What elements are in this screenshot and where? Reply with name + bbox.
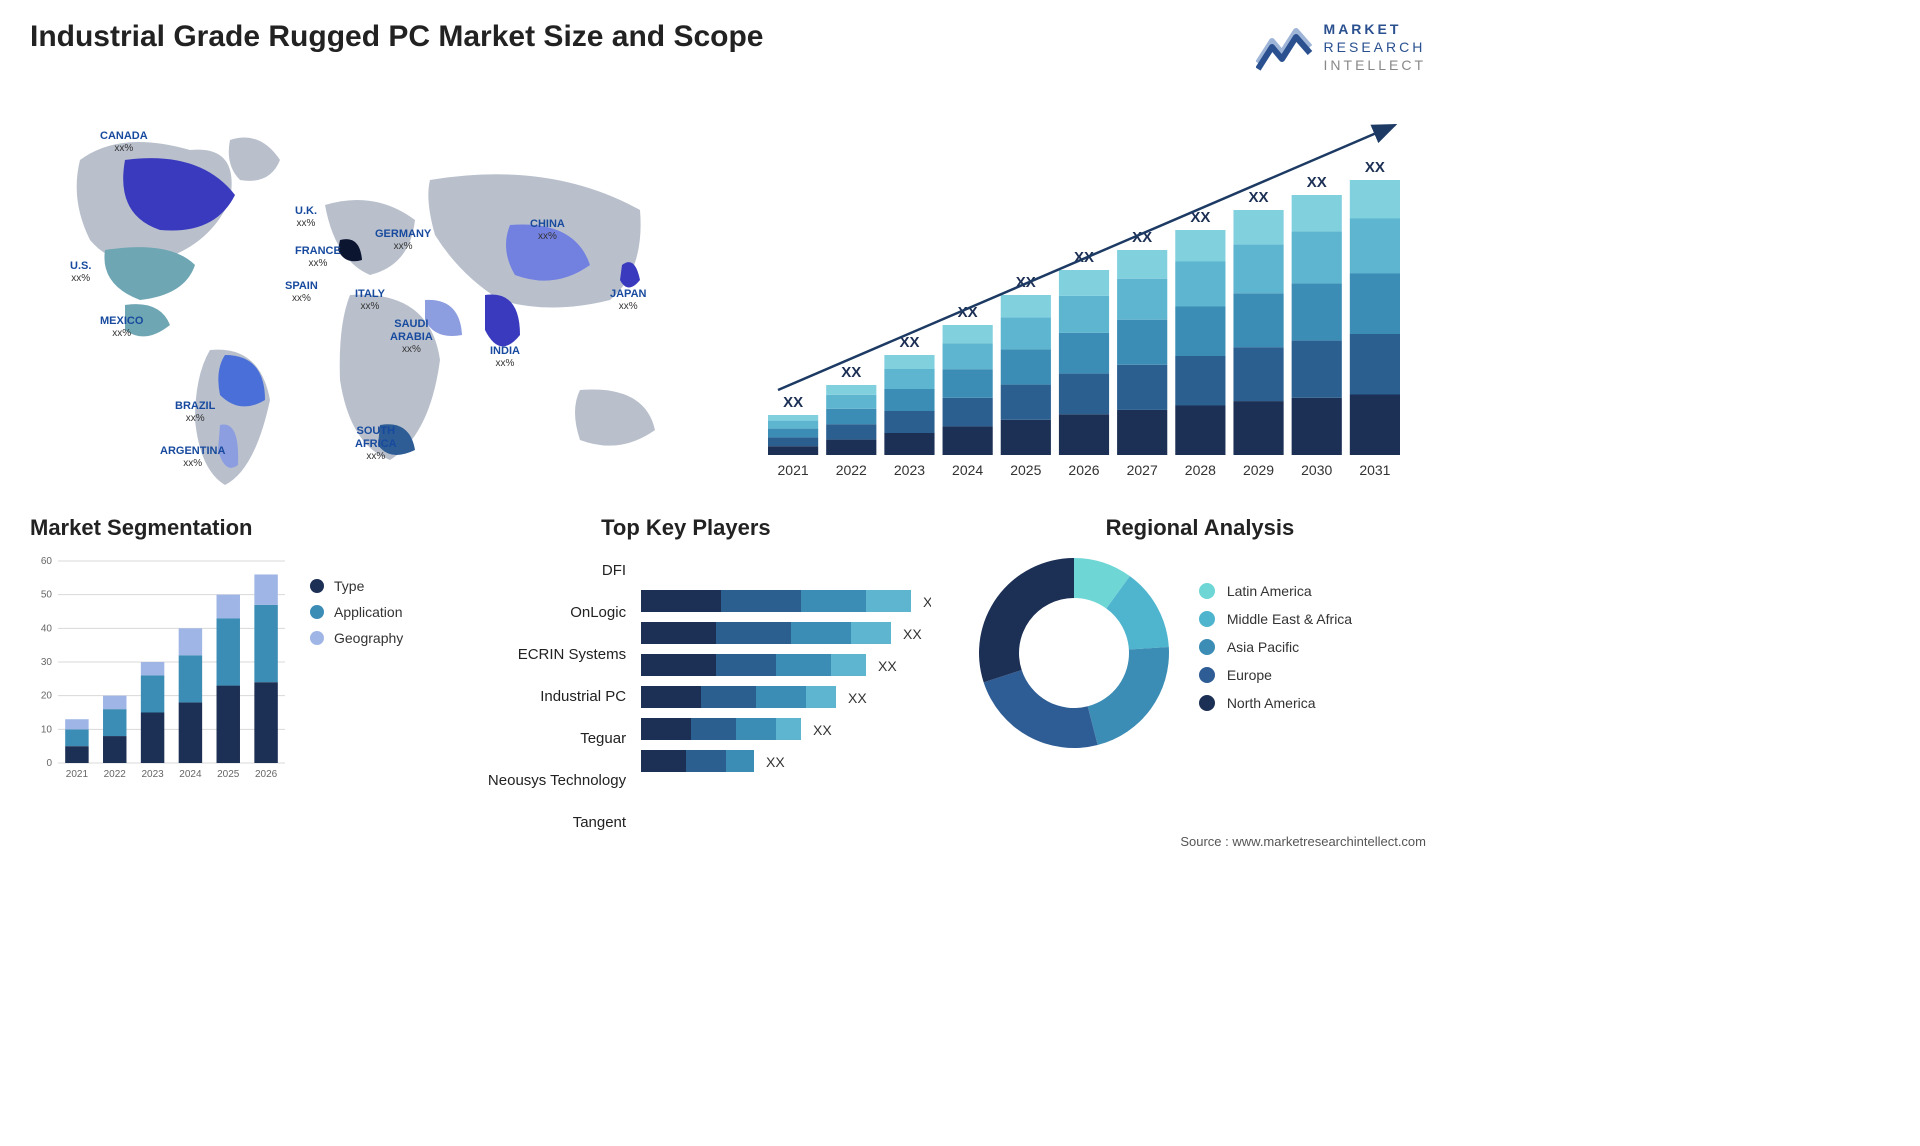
- map-label: U.K.xx%: [295, 205, 317, 230]
- key-players-panel: Top Key Players DFI OnLogic ECRIN Systems I…: [471, 515, 944, 839]
- map-label: SOUTHAFRICAxx%: [355, 425, 397, 463]
- regional-title: Regional Analysis: [974, 515, 1426, 541]
- player-label: Teguar: [471, 723, 626, 755]
- map-label: FRANCExx%: [295, 245, 341, 270]
- svg-text:2024: 2024: [179, 769, 202, 780]
- svg-text:0: 0: [46, 758, 52, 769]
- svg-text:2025: 2025: [217, 769, 240, 780]
- svg-text:XX: XX: [878, 658, 897, 674]
- svg-text:XX: XX: [923, 594, 931, 610]
- legend-item: Europe: [1199, 667, 1352, 683]
- svg-text:XX: XX: [1249, 189, 1269, 206]
- svg-text:40: 40: [41, 623, 53, 634]
- svg-text:XX: XX: [1365, 159, 1385, 176]
- player-label: Tangent: [471, 807, 626, 839]
- regional-legend: Latin America Middle East & Africa Asia Pa…: [1199, 583, 1352, 723]
- map-label: CANADAxx%: [100, 130, 148, 155]
- logo-line2: RESEARCH: [1324, 38, 1426, 56]
- player-label: DFI: [471, 555, 626, 587]
- map-label: MEXICOxx%: [100, 315, 143, 340]
- big-chart-svg: XX2021XX2022XX2023XX2024XX2025XX2026XX20…: [750, 100, 1426, 500]
- key-players-title: Top Key Players: [601, 515, 944, 541]
- segmentation-title: Market Segmentation: [30, 515, 441, 541]
- world-map: CANADAxx% U.S.xx% MEXICOxx% BRAZILxx% ARGENT…: [30, 100, 710, 500]
- regional-donut: [974, 553, 1174, 753]
- svg-text:2031: 2031: [1359, 462, 1390, 478]
- source-text: Source : www.marketresearchintellect.com: [1180, 834, 1426, 849]
- map-label: CHINAxx%: [530, 218, 565, 243]
- svg-text:60: 60: [41, 556, 53, 567]
- svg-text:XX: XX: [813, 722, 832, 738]
- svg-text:XX: XX: [766, 754, 785, 770]
- svg-text:2023: 2023: [141, 769, 164, 780]
- svg-text:2029: 2029: [1243, 462, 1274, 478]
- map-label: SAUDIARABIAxx%: [390, 318, 433, 356]
- map-label: U.S.xx%: [70, 260, 91, 285]
- map-label: JAPANxx%: [610, 288, 646, 313]
- svg-text:2027: 2027: [1127, 462, 1158, 478]
- svg-text:2030: 2030: [1301, 462, 1332, 478]
- svg-text:2023: 2023: [894, 462, 925, 478]
- legend-item: Middle East & Africa: [1199, 611, 1352, 627]
- market-size-chart: XX2021XX2022XX2023XX2024XX2025XX2026XX20…: [750, 100, 1426, 500]
- brand-logo: MARKET RESEARCH INTELLECT: [1256, 20, 1426, 75]
- segmentation-panel: Market Segmentation 0 10 20 30 40 50 60 2021 202…: [30, 515, 441, 839]
- logo-line3: INTELLECT: [1324, 56, 1426, 74]
- svg-text:30: 30: [41, 657, 53, 668]
- svg-text:2025: 2025: [1010, 462, 1041, 478]
- logo-icon: [1256, 23, 1314, 71]
- svg-text:2022: 2022: [104, 769, 127, 780]
- svg-text:2021: 2021: [66, 769, 89, 780]
- map-label: ITALYxx%: [355, 288, 385, 313]
- svg-text:2021: 2021: [778, 462, 809, 478]
- player-label: Neousys Technology: [471, 765, 626, 797]
- legend-item: Geography: [310, 630, 403, 646]
- regional-panel: Regional Analysis Latin America Middle Ea…: [974, 515, 1426, 839]
- svg-text:XX: XX: [903, 626, 922, 642]
- map-label: SPAINxx%: [285, 280, 318, 305]
- svg-text:50: 50: [41, 589, 53, 600]
- svg-text:10: 10: [41, 724, 53, 735]
- page-title: Industrial Grade Rugged PC Market Size a…: [30, 20, 764, 54]
- player-label: ECRIN Systems: [471, 639, 626, 671]
- legend-item: North America: [1199, 695, 1352, 711]
- map-label: BRAZILxx%: [175, 400, 215, 425]
- segmentation-legend: Type Application Geography: [310, 578, 403, 656]
- svg-text:2026: 2026: [255, 769, 278, 780]
- segmentation-chart: 0 10 20 30 40 50 60 2021 2022 2023 2024 2025 2026: [30, 553, 290, 783]
- svg-text:XX: XX: [1307, 174, 1327, 191]
- key-players-chart: XXXXXXXXXXXX: [641, 553, 931, 778]
- player-label: Industrial PC: [471, 681, 626, 713]
- player-label: OnLogic: [471, 597, 626, 629]
- map-label: INDIAxx%: [490, 345, 520, 370]
- legend-item: Asia Pacific: [1199, 639, 1352, 655]
- svg-text:XX: XX: [783, 394, 803, 411]
- legend-item: Application: [310, 604, 403, 620]
- logo-line1: MARKET: [1324, 20, 1426, 38]
- key-players-labels: DFI OnLogic ECRIN Systems Industrial PC Tegu…: [471, 553, 626, 839]
- svg-text:20: 20: [41, 690, 53, 701]
- legend-item: Type: [310, 578, 403, 594]
- svg-text:XX: XX: [848, 690, 867, 706]
- svg-text:XX: XX: [841, 364, 861, 381]
- svg-text:2024: 2024: [952, 462, 983, 478]
- svg-text:2022: 2022: [836, 462, 867, 478]
- map-label: GERMANYxx%: [375, 228, 431, 253]
- svg-text:2028: 2028: [1185, 462, 1216, 478]
- legend-item: Latin America: [1199, 583, 1352, 599]
- map-label: ARGENTINAxx%: [160, 445, 225, 470]
- svg-text:2026: 2026: [1068, 462, 1099, 478]
